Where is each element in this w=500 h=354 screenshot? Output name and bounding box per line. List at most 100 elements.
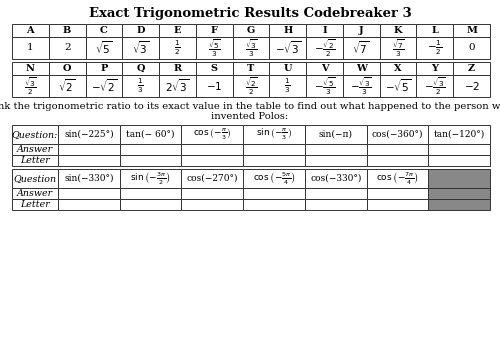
Bar	[243, 188, 305, 199]
Bar	[305, 125, 366, 144]
Bar	[243, 155, 305, 166]
Bar	[196, 75, 232, 97]
Bar	[380, 75, 416, 97]
Bar	[270, 24, 306, 37]
Bar	[343, 62, 380, 75]
Bar	[159, 62, 196, 75]
Bar	[380, 24, 416, 37]
Bar	[12, 199, 58, 210]
Bar	[182, 155, 243, 166]
Text: $\sin\left(-\frac{3\pi}{2}\right)$: $\sin\left(-\frac{3\pi}{2}\right)$	[130, 170, 171, 187]
Bar	[428, 199, 490, 210]
Text: $\frac{\sqrt{7}}{3}$: $\frac{\sqrt{7}}{3}$	[392, 37, 404, 59]
Bar	[196, 37, 232, 59]
Text: $-\frac{\sqrt{5}}{3}$: $-\frac{\sqrt{5}}{3}$	[314, 75, 336, 97]
Text: $\frac{1}{2}$: $\frac{1}{2}$	[174, 39, 181, 57]
Text: Q: Q	[136, 64, 145, 73]
Text: Answer: Answer	[17, 189, 53, 198]
Text: $\frac{1}{3}$: $\frac{1}{3}$	[284, 77, 291, 95]
Bar	[159, 24, 196, 37]
Bar	[416, 62, 453, 75]
Bar	[120, 199, 182, 210]
Text: C: C	[100, 26, 108, 35]
Text: $-1$: $-1$	[206, 80, 222, 92]
Bar	[12, 62, 49, 75]
Text: Letter: Letter	[20, 156, 50, 165]
Text: M: M	[466, 26, 477, 35]
Text: E: E	[174, 26, 181, 35]
Bar	[232, 24, 270, 37]
Text: sin(−225°): sin(−225°)	[64, 130, 114, 139]
Bar	[366, 188, 428, 199]
Text: $-\frac{\sqrt{3}}{3}$: $-\frac{\sqrt{3}}{3}$	[350, 75, 372, 97]
Text: $2\sqrt{3}$: $2\sqrt{3}$	[166, 78, 190, 94]
Text: D: D	[136, 26, 145, 35]
Text: Question:: Question:	[12, 130, 58, 139]
Text: T: T	[248, 64, 254, 73]
Bar	[366, 199, 428, 210]
Bar	[49, 75, 86, 97]
Bar	[428, 155, 490, 166]
Text: $-\sqrt{2}$: $-\sqrt{2}$	[90, 78, 117, 94]
Bar	[232, 37, 270, 59]
Bar	[305, 155, 366, 166]
Text: R: R	[174, 64, 182, 73]
Bar	[305, 144, 366, 155]
Text: $\sqrt{3}$: $\sqrt{3}$	[132, 40, 150, 56]
Text: $\frac{\sqrt{2}}{2}$: $\frac{\sqrt{2}}{2}$	[244, 75, 258, 97]
Bar	[428, 144, 490, 155]
Text: Link the trigonometric ratio to its exact value in the table to find out what ha: Link the trigonometric ratio to its exac…	[0, 102, 500, 111]
Text: I: I	[322, 26, 327, 35]
Text: Question: Question	[14, 174, 56, 183]
Bar	[428, 125, 490, 144]
Text: $-\sqrt{3}$: $-\sqrt{3}$	[274, 40, 301, 56]
Text: G: G	[247, 26, 255, 35]
Text: $\sqrt{5}$: $\sqrt{5}$	[95, 40, 113, 56]
Bar	[182, 144, 243, 155]
Text: cos(−270°): cos(−270°)	[186, 174, 238, 183]
Text: sin(−π): sin(−π)	[318, 130, 352, 139]
Bar	[12, 24, 49, 37]
Text: 1: 1	[27, 44, 34, 52]
Bar	[120, 125, 182, 144]
Text: Y: Y	[432, 64, 438, 73]
Text: $\cos\left(-\frac{5\pi}{4}\right)$: $\cos\left(-\frac{5\pi}{4}\right)$	[252, 170, 296, 187]
Text: X: X	[394, 64, 402, 73]
Bar	[343, 24, 380, 37]
Bar	[305, 169, 366, 188]
Bar	[12, 155, 58, 166]
Bar	[428, 188, 490, 199]
Text: tan(−120°): tan(−120°)	[434, 130, 485, 139]
Bar	[182, 169, 243, 188]
Text: K: K	[394, 26, 402, 35]
Text: V: V	[320, 64, 328, 73]
Bar	[49, 37, 86, 59]
Bar	[120, 144, 182, 155]
Bar	[343, 37, 380, 59]
Bar	[380, 37, 416, 59]
Bar	[122, 62, 159, 75]
Bar	[306, 24, 343, 37]
Text: J: J	[359, 26, 364, 35]
Bar	[122, 24, 159, 37]
Text: N: N	[26, 64, 35, 73]
Bar	[196, 62, 232, 75]
Text: 2: 2	[64, 44, 70, 52]
Bar	[243, 169, 305, 188]
Bar	[120, 169, 182, 188]
Text: Answer: Answer	[17, 145, 53, 154]
Bar	[120, 188, 182, 199]
Bar	[182, 125, 243, 144]
Bar	[12, 75, 49, 97]
Bar	[306, 62, 343, 75]
Bar	[380, 62, 416, 75]
Bar	[58, 169, 120, 188]
Bar	[270, 62, 306, 75]
Bar	[196, 24, 232, 37]
Bar	[243, 125, 305, 144]
Text: U: U	[284, 64, 292, 73]
Bar	[12, 169, 58, 188]
Bar	[120, 155, 182, 166]
Text: S: S	[210, 64, 218, 73]
Bar	[343, 75, 380, 97]
